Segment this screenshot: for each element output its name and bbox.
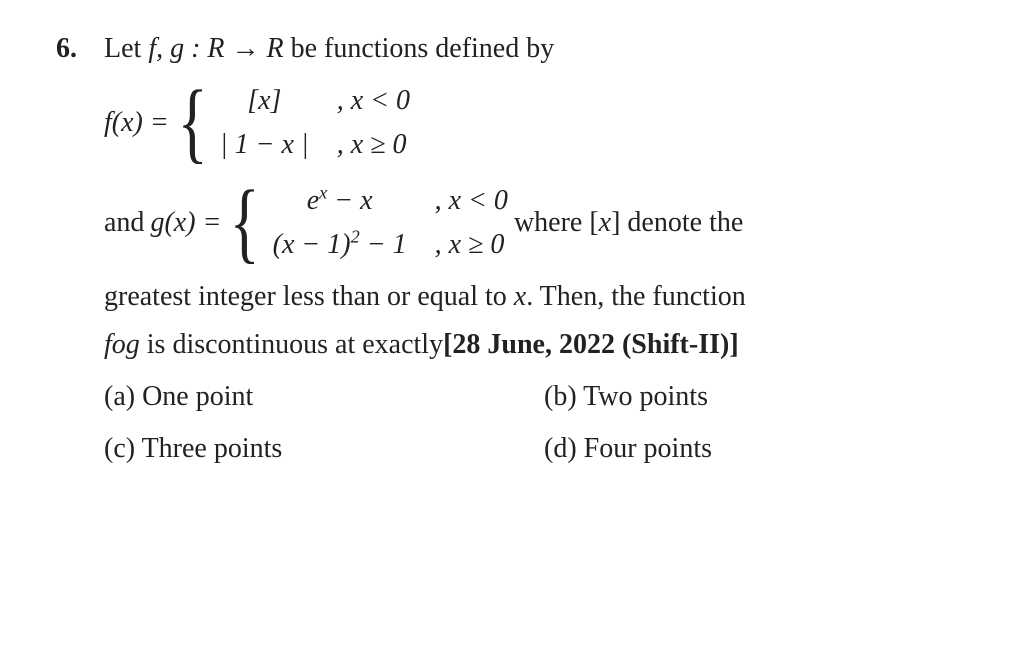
question-block: 6. Let f, g : R → R be functions defined…: [0, 0, 1024, 470]
g-of-x: (x) =: [164, 207, 221, 238]
g-row2-expr: (x − 1)2 − 1: [273, 224, 407, 266]
left-brace-icon: {: [177, 78, 207, 168]
f-symbol: f: [104, 107, 112, 138]
g-tail-post: ] denote the: [611, 207, 743, 238]
f-of-x: (x) =: [112, 107, 169, 138]
f-row2-cond: , x ≥ 0: [337, 124, 410, 166]
para2-a: greatest integer less than or equal to: [104, 281, 514, 312]
para2-var: x: [514, 281, 526, 312]
option-d[interactable]: (d) Four points: [544, 428, 984, 470]
left-brace-icon: {: [230, 178, 260, 268]
f-piecewise: f(x) = { [x] , x < 0 | 1 − x | , x ≥ 0: [104, 78, 410, 168]
g-row1-expr: ex − x: [273, 180, 407, 222]
para2-b: . Then, the function: [526, 281, 746, 312]
question-body: Let f, g : R → R be functions defined by…: [104, 28, 984, 470]
options-grid: (a) One point (b) Two points (c) Three p…: [104, 376, 984, 470]
question-number: 6.: [56, 28, 92, 70]
option-b[interactable]: (b) Two points: [544, 376, 984, 418]
fog: fog: [104, 329, 140, 360]
para-3: fog is discontinuous at exactly[28 June,…: [104, 324, 984, 366]
option-c[interactable]: (c) Three points: [104, 428, 544, 470]
f-row2-expr: | 1 − x |: [220, 124, 309, 166]
g-pieces-grid: ex − x , x < 0 (x − 1)2 − 1 , x ≥ 0: [273, 180, 508, 266]
g-piecewise: g(x) = { ex − x , x < 0 (x − 1)2 − 1 , x…: [150, 178, 508, 268]
g-row1-cond: , x < 0: [435, 180, 508, 222]
intro-line: Let f, g : R → R be functions defined by: [104, 28, 984, 70]
option-a[interactable]: (a) One point: [104, 376, 544, 418]
g-tail: where [x] denote the: [514, 202, 743, 244]
f-definition: f(x) = { [x] , x < 0 | 1 − x | , x ≥ 0: [104, 78, 984, 168]
intro-post: be functions defined by: [284, 33, 555, 64]
f-row1-expr: [x]: [220, 80, 309, 122]
g-tail-pre: where [: [514, 207, 599, 238]
exam-tag: [28 June, 2022 (Shift-II)]: [443, 329, 739, 360]
g-definition-line: and g(x) = { ex − x , x < 0 (x − 1)2 − 1…: [104, 178, 984, 268]
intro-fns: f, g : R → R: [148, 33, 283, 64]
g-symbol: g: [150, 207, 164, 238]
para-2: greatest integer less than or equal to x…: [104, 276, 984, 318]
intro-pre: Let: [104, 33, 148, 64]
f-pieces-grid: [x] , x < 0 | 1 − x | , x ≥ 0: [220, 80, 410, 166]
g-row2-cond: , x ≥ 0: [435, 224, 508, 266]
g-pre: and: [104, 202, 144, 244]
question-row: 6. Let f, g : R → R be functions defined…: [56, 28, 984, 470]
g-tail-var: x: [599, 207, 611, 238]
para3-rest: is discontinuous at exactly: [140, 329, 443, 360]
f-row1-cond: , x < 0: [337, 80, 410, 122]
